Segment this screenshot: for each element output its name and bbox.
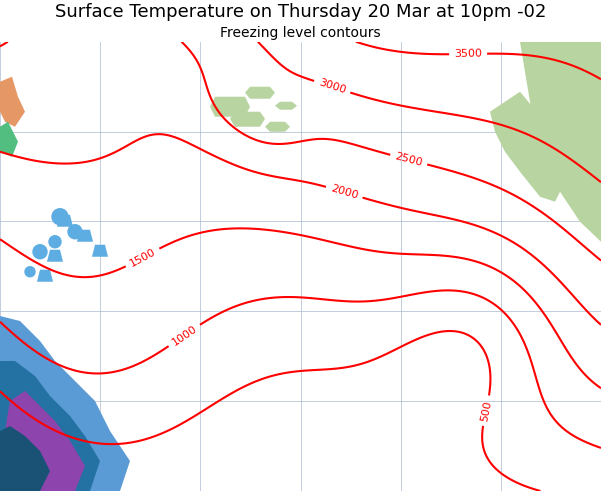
Circle shape: [68, 225, 82, 239]
Polygon shape: [47, 250, 63, 262]
Text: 500: 500: [479, 399, 493, 422]
Text: 2000: 2000: [329, 184, 359, 201]
Polygon shape: [0, 77, 25, 127]
Polygon shape: [0, 426, 50, 491]
Text: 3500: 3500: [454, 49, 482, 59]
Polygon shape: [245, 87, 275, 99]
Polygon shape: [275, 102, 297, 109]
Polygon shape: [0, 316, 130, 491]
Polygon shape: [265, 122, 290, 132]
Circle shape: [52, 209, 68, 225]
Polygon shape: [520, 42, 601, 242]
Text: 1000: 1000: [170, 324, 198, 348]
Polygon shape: [77, 230, 93, 242]
Circle shape: [25, 267, 35, 277]
Text: 2500: 2500: [394, 151, 424, 168]
Text: 3000: 3000: [317, 78, 347, 96]
Polygon shape: [57, 215, 73, 227]
Text: Freezing level contours: Freezing level contours: [220, 27, 381, 40]
Text: 1500: 1500: [128, 246, 157, 269]
Polygon shape: [230, 112, 265, 127]
Polygon shape: [210, 97, 250, 117]
Polygon shape: [0, 361, 100, 491]
Polygon shape: [92, 245, 108, 257]
Polygon shape: [0, 122, 18, 157]
Text: Surface Temperature on Thursday 20 Mar at 10pm -02: Surface Temperature on Thursday 20 Mar a…: [55, 2, 546, 21]
Circle shape: [33, 245, 47, 259]
Polygon shape: [37, 270, 53, 282]
Circle shape: [49, 236, 61, 248]
Polygon shape: [5, 391, 85, 491]
Polygon shape: [490, 92, 565, 202]
